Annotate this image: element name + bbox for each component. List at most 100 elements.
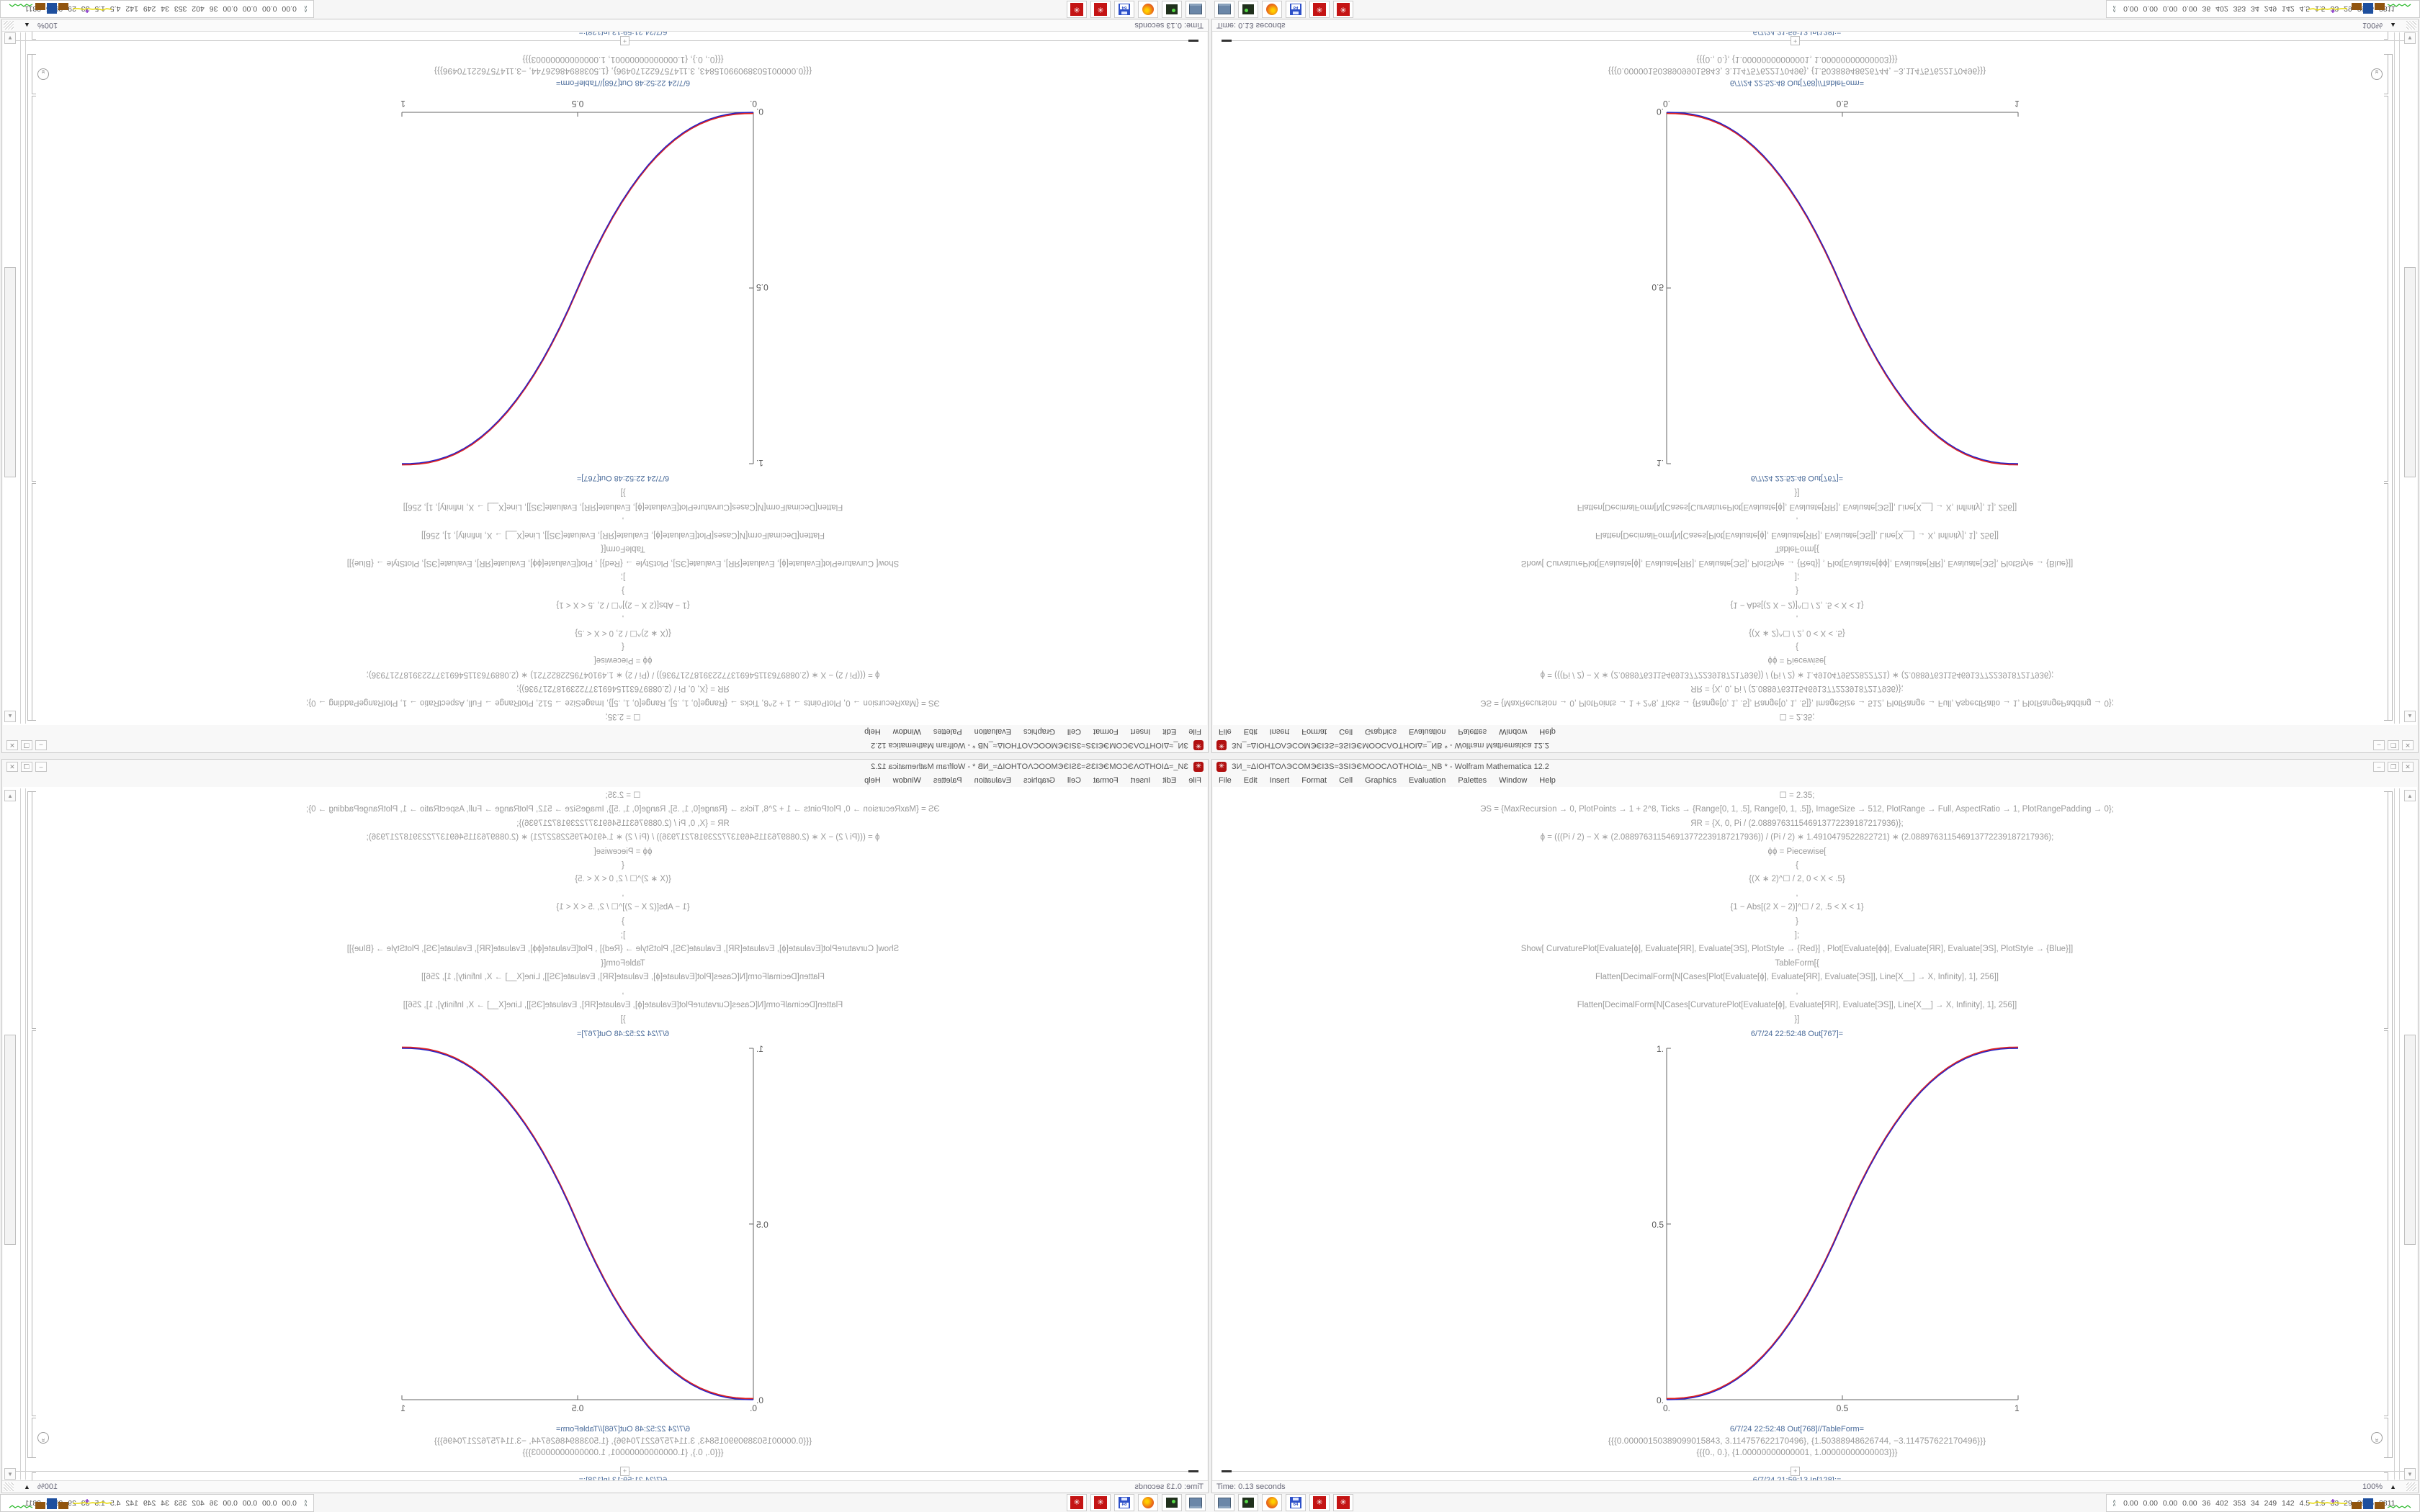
cell-group-bracket[interactable] — [27, 54, 32, 721]
plot-cell-bracket[interactable] — [2384, 1030, 2388, 1416]
menu-graphics[interactable]: Graphics — [1365, 727, 1397, 736]
collapse-group-icon[interactable]: » — [2371, 1432, 2383, 1444]
menu-help[interactable]: Help — [864, 727, 881, 736]
menu-cell[interactable]: Cell — [1339, 727, 1353, 736]
system-stats-panel[interactable]: ∧ ∧ 0.00 0.00 0.00 0.00 36 402 353 34 249… — [0, 0, 314, 18]
cell-insertion-bar[interactable]: + — [13, 1466, 1198, 1476]
zoom-menu-icon[interactable]: ▲ — [2390, 1483, 2396, 1490]
notebook-area[interactable]: ☐ = 2.35; ЭЅ = {MaxRecursion → 0, PlotPo… — [1213, 31, 2417, 725]
wolfram-gear-icon[interactable]: ✳ — [1090, 1494, 1111, 1511]
firefox-icon[interactable] — [1262, 1, 1282, 18]
menu-edit[interactable]: Edit — [1243, 727, 1258, 736]
menu-insert[interactable]: Insert — [1269, 727, 1290, 736]
scroll-up-icon[interactable]: ▲ — [4, 711, 16, 722]
menu-format[interactable]: Format — [1093, 727, 1119, 736]
resize-grip[interactable] — [2406, 21, 2416, 30]
menu-graphics[interactable]: Graphics — [1023, 776, 1055, 785]
scroll-down-icon[interactable]: ▼ — [4, 1468, 16, 1480]
menu-cell[interactable]: Cell — [1339, 776, 1353, 785]
system-stats-panel[interactable]: ∧ ∧ 0.00 0.00 0.00 0.00 36 402 353 34 249… — [2106, 1494, 2420, 1512]
wolfram-gear-icon[interactable]: ✳ — [1090, 1, 1111, 18]
menu-evaluation[interactable]: Evaluation — [974, 776, 1011, 785]
floppy-64-icon[interactable]: 64 — [1114, 1, 1134, 18]
wolfram-gear-icon[interactable]: ✳ — [1067, 1494, 1087, 1511]
scrollbar-thumb[interactable] — [2404, 1035, 2416, 1245]
menu-window[interactable]: Window — [1499, 727, 1528, 736]
floppy-64-icon[interactable]: 64 — [1114, 1494, 1134, 1511]
menu-insert[interactable]: Insert — [1269, 776, 1290, 785]
cell-insertion-bar[interactable]: + — [1222, 1466, 2407, 1476]
menu-insert[interactable]: Insert — [1130, 727, 1151, 736]
wolfram-gear-icon[interactable]: ✳ — [1309, 1494, 1330, 1511]
input-cell-bracket[interactable] — [32, 791, 36, 1029]
zoom-menu-icon[interactable]: ▲ — [2390, 22, 2396, 29]
zoom-level[interactable]: 100% — [37, 21, 58, 30]
zoom-level[interactable]: 100% — [37, 1482, 58, 1491]
scroll-down-icon[interactable]: ▼ — [2404, 32, 2416, 44]
menu-window[interactable]: Window — [892, 776, 921, 785]
menu-file[interactable]: File — [1188, 727, 1201, 736]
resize-grip[interactable] — [2406, 1482, 2416, 1491]
menu-help[interactable]: Help — [864, 776, 881, 785]
terminal-icon[interactable] — [1162, 1494, 1182, 1511]
close-button[interactable]: ✕ — [6, 762, 18, 772]
wolfram-gear-icon[interactable]: ✳ — [1067, 1, 1087, 18]
menu-format[interactable]: Format — [1301, 727, 1327, 736]
floppy-64-icon[interactable]: 64 — [1286, 1, 1306, 18]
in-cell-bracket[interactable] — [32, 31, 36, 40]
notebook-area[interactable]: ☐ = 2.35; ЭЅ = {MaxRecursion → 0, PlotPo… — [3, 31, 1207, 725]
menu-file[interactable]: File — [1219, 727, 1232, 736]
wolfram-gear-icon[interactable]: ✳ — [1333, 1, 1353, 18]
vertical-scrollbar[interactable]: ▲ ▼ — [4, 788, 16, 1480]
menu-format[interactable]: Format — [1301, 776, 1327, 785]
collapse-group-icon[interactable]: » — [37, 1432, 49, 1444]
in-cell-bracket[interactable] — [2384, 1472, 2388, 1481]
terminal-icon[interactable] — [1238, 1, 1258, 18]
in-cell-bracket[interactable] — [2384, 31, 2388, 40]
zoom-level[interactable]: 100% — [2362, 21, 2383, 30]
table-cell-bracket[interactable] — [32, 1418, 36, 1458]
menu-window[interactable]: Window — [1499, 776, 1528, 785]
maximize-button[interactable]: ❐ — [21, 740, 32, 750]
collapse-group-icon[interactable]: » — [37, 68, 49, 80]
firefox-icon[interactable] — [1138, 1, 1158, 18]
notebook-area[interactable]: ☐ = 2.35; ЭЅ = {MaxRecursion → 0, PlotPo… — [1213, 787, 2417, 1481]
menu-graphics[interactable]: Graphics — [1365, 776, 1397, 785]
collapse-group-icon[interactable]: » — [2371, 68, 2383, 80]
menu-file[interactable]: File — [1188, 776, 1201, 785]
notebook-area[interactable]: ☐ = 2.35; ЭЅ = {MaxRecursion → 0, PlotPo… — [3, 787, 1207, 1481]
insert-cell-icon[interactable]: + — [619, 36, 629, 46]
minimize-button[interactable]: – — [35, 740, 47, 750]
minimize-button[interactable]: – — [35, 762, 47, 772]
menu-edit[interactable]: Edit — [1243, 776, 1258, 785]
menu-window[interactable]: Window — [892, 727, 921, 736]
system-monitor-icon[interactable] — [1186, 1494, 1206, 1511]
cell-insertion-bar[interactable]: + — [13, 36, 1198, 46]
insert-cell-icon[interactable]: + — [619, 1466, 629, 1476]
scroll-down-icon[interactable]: ▼ — [4, 32, 16, 44]
menu-help[interactable]: Help — [1539, 727, 1556, 736]
wolfram-gear-icon[interactable]: ✳ — [1309, 1, 1330, 18]
cell-group-bracket[interactable] — [2388, 54, 2393, 721]
firefox-icon[interactable] — [1138, 1494, 1158, 1511]
system-stats-panel[interactable]: ∧ ∧ 0.00 0.00 0.00 0.00 36 402 353 34 249… — [0, 1494, 314, 1512]
zoom-menu-icon[interactable]: ▲ — [24, 1483, 30, 1490]
title-bar[interactable]: ✳ ЗИ_≈ΔIOHTOΛЭCOMЭЄIЗЅ≈ЗЅIЭЄMOOCΛOTHOIΔ≈… — [1212, 760, 2418, 774]
vertical-scrollbar[interactable]: ▲ ▼ — [4, 32, 16, 724]
close-button[interactable]: ✕ — [6, 740, 18, 750]
menu-format[interactable]: Format — [1093, 776, 1119, 785]
firefox-icon[interactable] — [1262, 1494, 1282, 1511]
title-bar[interactable]: ✳ ЗИ_≈ΔIOHTOΛЭCOMЭЄIЗЅ≈ЗЅIЭЄMOOCΛOTHOIΔ≈… — [2, 760, 1208, 774]
scrollbar-thumb[interactable] — [4, 1035, 16, 1245]
menu-cell[interactable]: Cell — [1067, 727, 1081, 736]
floppy-64-icon[interactable]: 64 — [1286, 1494, 1306, 1511]
menu-palettes[interactable]: Palettes — [933, 776, 962, 785]
zoom-menu-icon[interactable]: ▲ — [24, 22, 30, 29]
system-monitor-icon[interactable] — [1214, 1, 1234, 18]
minimize-button[interactable]: – — [2373, 740, 2385, 750]
title-bar[interactable]: ✳ ЗИ_≈ΔIOHTOΛЭCOMЭЄIЗЅ≈ЗЅIЭЄMOOCΛOTHOIΔ≈… — [1212, 738, 2418, 752]
scrollbar-thumb[interactable] — [2404, 267, 2416, 477]
maximize-button[interactable]: ❐ — [2388, 762, 2399, 772]
menu-evaluation[interactable]: Evaluation — [974, 727, 1011, 736]
title-bar[interactable]: ✳ ЗИ_≈ΔIOHTOΛЭCOMЭЄIЗЅ≈ЗЅIЭЄMOOCΛOTHOIΔ≈… — [2, 738, 1208, 752]
